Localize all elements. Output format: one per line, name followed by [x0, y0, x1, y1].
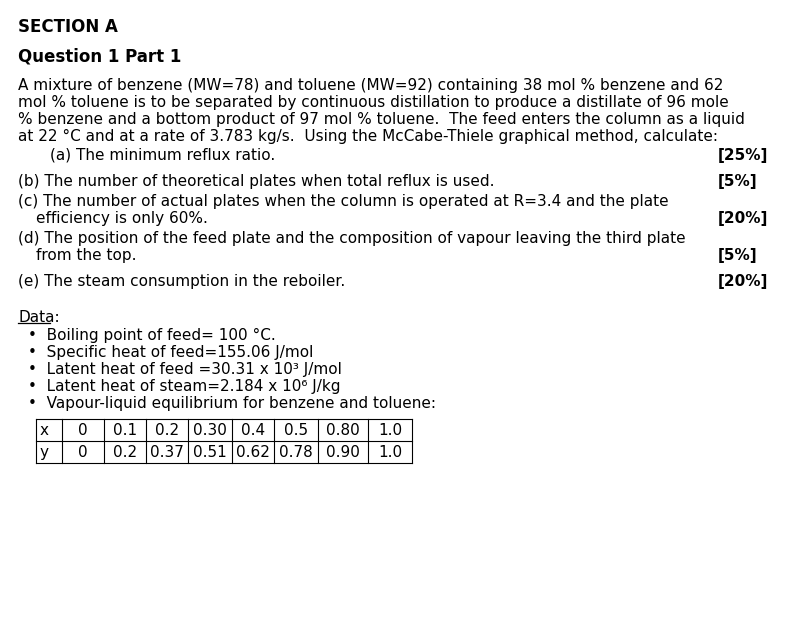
Text: from the top.: from the top. — [36, 248, 137, 263]
Text: (d) The position of the feed plate and the composition of vapour leaving the thi: (d) The position of the feed plate and t… — [18, 231, 686, 246]
Text: SECTION A: SECTION A — [18, 18, 118, 36]
Text: •  Latent heat of feed =30.31 x 10³ J/mol: • Latent heat of feed =30.31 x 10³ J/mol — [28, 362, 342, 377]
Text: efficiency is only 60%.: efficiency is only 60%. — [36, 211, 208, 226]
Text: 0.62: 0.62 — [236, 445, 270, 460]
Text: at 22 °C and at a rate of 3.783 kg/s.  Using the McCabe-Thiele graphical method,: at 22 °C and at a rate of 3.783 kg/s. Us… — [18, 129, 718, 144]
Text: (b) The number of theoretical plates when total reflux is used.: (b) The number of theoretical plates whe… — [18, 174, 494, 189]
Text: (e) The steam consumption in the reboiler.: (e) The steam consumption in the reboile… — [18, 274, 346, 289]
Text: 0.30: 0.30 — [193, 423, 227, 438]
Text: x: x — [40, 423, 49, 438]
Text: 1.0: 1.0 — [378, 423, 402, 438]
Text: A mixture of benzene (MW=78) and toluene (MW=92) containing 38 mol % benzene and: A mixture of benzene (MW=78) and toluene… — [18, 78, 723, 93]
Text: 0: 0 — [78, 445, 88, 460]
Text: [5%]: [5%] — [718, 248, 758, 263]
Text: % benzene and a bottom product of 97 mol % toluene.  The feed enters the column : % benzene and a bottom product of 97 mol… — [18, 112, 745, 127]
Text: •  Latent heat of steam=2.184 x 10⁶ J/kg: • Latent heat of steam=2.184 x 10⁶ J/kg — [28, 379, 341, 394]
Text: 0: 0 — [78, 423, 88, 438]
Text: 0.1: 0.1 — [113, 423, 137, 438]
Text: [25%]: [25%] — [718, 148, 768, 163]
Text: Data:: Data: — [18, 310, 60, 325]
Text: (c) The number of actual plates when the column is operated at R=3.4 and the pla: (c) The number of actual plates when the… — [18, 194, 669, 209]
Text: 0.90: 0.90 — [326, 445, 360, 460]
Text: 0.78: 0.78 — [279, 445, 313, 460]
Text: 0.2: 0.2 — [155, 423, 179, 438]
Text: mol % toluene is to be separated by continuous distillation to produce a distill: mol % toluene is to be separated by cont… — [18, 95, 729, 110]
Text: •  Vapour-liquid equilibrium for benzene and toluene:: • Vapour-liquid equilibrium for benzene … — [28, 396, 436, 411]
Text: y: y — [40, 445, 49, 460]
Text: 0.80: 0.80 — [326, 423, 360, 438]
Text: [20%]: [20%] — [718, 211, 768, 226]
Text: 0.5: 0.5 — [284, 423, 308, 438]
Text: •  Boiling point of feed= 100 °C.: • Boiling point of feed= 100 °C. — [28, 328, 276, 343]
Text: [5%]: [5%] — [718, 174, 758, 189]
Text: 1.0: 1.0 — [378, 445, 402, 460]
Text: 0.4: 0.4 — [241, 423, 265, 438]
Text: 0.51: 0.51 — [193, 445, 227, 460]
Text: (a) The minimum reflux ratio.: (a) The minimum reflux ratio. — [50, 148, 275, 163]
Text: Question 1 Part 1: Question 1 Part 1 — [18, 48, 182, 66]
Text: 0.2: 0.2 — [113, 445, 137, 460]
Text: •  Specific heat of feed=155.06 J/mol: • Specific heat of feed=155.06 J/mol — [28, 345, 314, 360]
Text: 0.37: 0.37 — [150, 445, 184, 460]
Text: [20%]: [20%] — [718, 274, 768, 289]
